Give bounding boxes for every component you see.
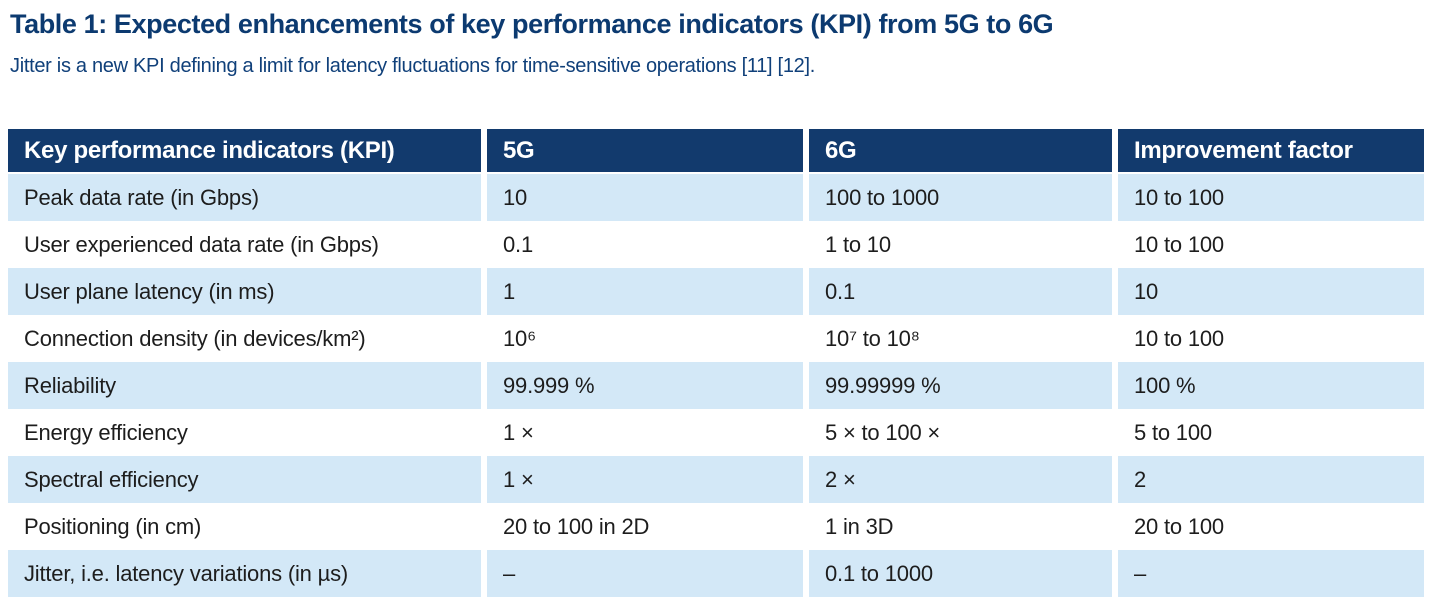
cell-improvement: 10 [1112, 268, 1424, 316]
header-row: Key performance indicators (KPI) 5G 6G I… [8, 129, 1424, 175]
cell-6g: 0.1 to 1000 [803, 550, 1112, 598]
cell-kpi: Spectral efficiency [8, 456, 481, 504]
cell-5g: 1 × [481, 456, 803, 504]
cell-improvement: 10 to 100 [1112, 174, 1424, 222]
table-row: Reliability 99.999 % 99.99999 % 100 % [8, 362, 1424, 410]
cell-kpi: User plane latency (in ms) [8, 268, 481, 316]
cell-improvement: 10 to 100 [1112, 221, 1424, 269]
document-page: Table 1: Expected enhancements of key pe… [0, 9, 1440, 615]
table-row: User experienced data rate (in Gbps) 0.1… [8, 221, 1424, 269]
cell-kpi: Peak data rate (in Gbps) [8, 174, 481, 222]
cell-5g: 10 [481, 174, 803, 222]
cell-5g: 20 to 100 in 2D [481, 503, 803, 551]
table-row: Spectral efficiency 1 × 2 × 2 [8, 456, 1424, 504]
cell-improvement: 100 % [1112, 362, 1424, 410]
kpi-comparison-table: Key performance indicators (KPI) 5G 6G I… [8, 129, 1424, 598]
table-row: User plane latency (in ms) 1 0.1 10 [8, 268, 1424, 316]
cell-5g: – [481, 550, 803, 598]
cell-kpi: Jitter, i.e. latency variations (in µs) [8, 550, 481, 598]
table-row: Jitter, i.e. latency variations (in µs) … [8, 550, 1424, 598]
header-cell-5g: 5G [481, 129, 803, 175]
cell-5g: 1 × [481, 409, 803, 457]
header-cell-6g: 6G [803, 129, 1112, 175]
cell-6g: 0.1 [803, 268, 1112, 316]
cell-6g: 5 × to 100 × [803, 409, 1112, 457]
cell-improvement: 10 to 100 [1112, 315, 1424, 363]
table-row: Positioning (in cm) 20 to 100 in 2D 1 in… [8, 503, 1424, 551]
cell-6g: 2 × [803, 456, 1112, 504]
header-cell-kpi: Key performance indicators (KPI) [8, 129, 481, 175]
table-row: Connection density (in devices/km²) 10⁶ … [8, 315, 1424, 363]
table-row: Energy efficiency 1 × 5 × to 100 × 5 to … [8, 409, 1424, 457]
cell-improvement: 20 to 100 [1112, 503, 1424, 551]
cell-6g: 10⁷ to 10⁸ [803, 315, 1112, 363]
cell-kpi: User experienced data rate (in Gbps) [8, 221, 481, 269]
cell-kpi: Connection density (in devices/km²) [8, 315, 481, 363]
cell-kpi: Positioning (in cm) [8, 503, 481, 551]
cell-5g: 0.1 [481, 221, 803, 269]
cell-kpi: Energy efficiency [8, 409, 481, 457]
cell-6g: 1 in 3D [803, 503, 1112, 551]
cell-kpi: Reliability [8, 362, 481, 410]
table-row: Peak data rate (in Gbps) 10 100 to 1000 … [8, 174, 1424, 222]
cell-improvement: 2 [1112, 456, 1424, 504]
cell-6g: 100 to 1000 [803, 174, 1112, 222]
cell-5g: 99.999 % [481, 362, 803, 410]
table-body: Peak data rate (in Gbps) 10 100 to 1000 … [8, 174, 1424, 598]
table-header: Key performance indicators (KPI) 5G 6G I… [8, 129, 1424, 175]
cell-improvement: 5 to 100 [1112, 409, 1424, 457]
header-cell-improvement: Improvement factor [1112, 129, 1424, 175]
cell-5g: 1 [481, 268, 803, 316]
cell-6g: 99.99999 % [803, 362, 1112, 410]
cell-improvement: – [1112, 550, 1424, 598]
cell-6g: 1 to 10 [803, 221, 1112, 269]
cell-5g: 10⁶ [481, 315, 803, 363]
table-title: Table 1: Expected enhancements of key pe… [10, 9, 1054, 39]
table-subtitle: Jitter is a new KPI defining a limit for… [10, 55, 815, 78]
